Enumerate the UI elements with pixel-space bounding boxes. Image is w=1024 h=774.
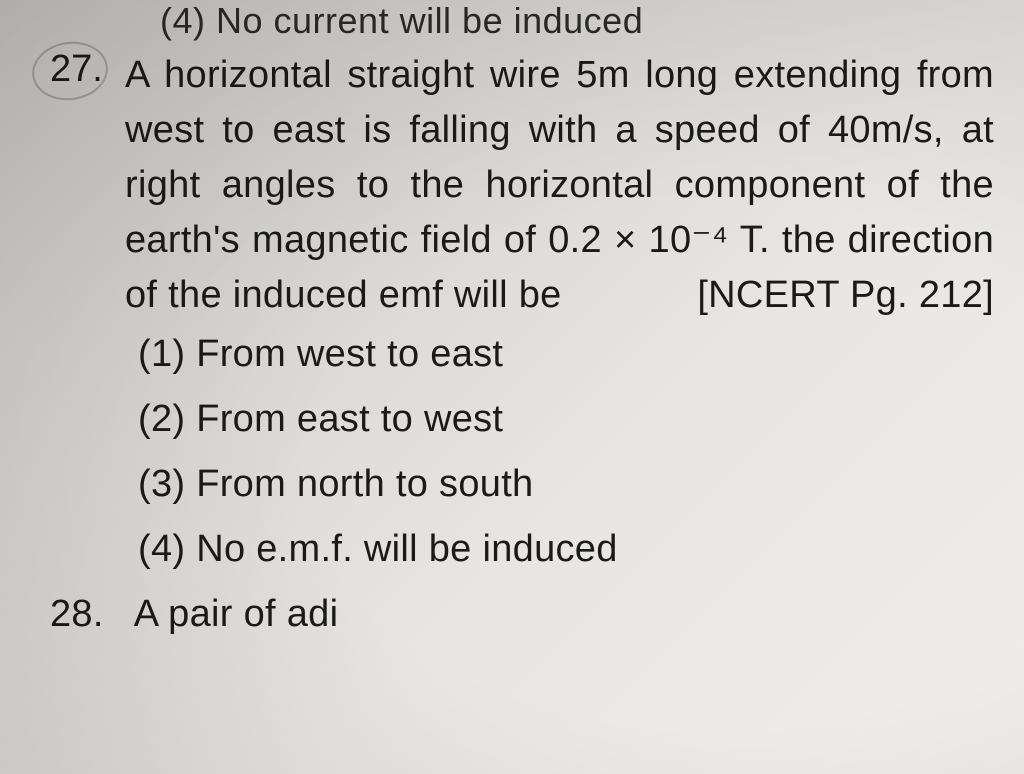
question-reference: [NCERT Pg. 212] bbox=[697, 268, 994, 323]
option-number: (2) bbox=[138, 398, 185, 440]
question-block: 27. A horizontal straight wire 5m long e… bbox=[50, 48, 994, 323]
options-list: (1) From west to east (2) From east to w… bbox=[50, 333, 994, 571]
page-container: (4) No current will be induced 27. A hor… bbox=[0, 0, 1024, 636]
option-2: (2) From east to west bbox=[138, 398, 994, 441]
partial-previous-option: (4) No current will be induced bbox=[50, 0, 994, 42]
question-text: A horizontal straight wire 5m long exten… bbox=[125, 48, 994, 323]
partial-next-question: 28. A pair of adi bbox=[50, 593, 994, 636]
option-text: From north to south bbox=[196, 463, 533, 505]
option-3: (3) From north to south bbox=[138, 463, 994, 506]
question-line: A horizontal straight wire 5m long exten… bbox=[125, 54, 901, 96]
option-text: From east to west bbox=[196, 398, 503, 440]
option-number: (1) bbox=[138, 333, 185, 375]
question-line: will be bbox=[454, 274, 562, 316]
option-4: (4) No e.m.f. will be induced bbox=[138, 528, 994, 571]
next-question-number: 28. bbox=[50, 593, 125, 636]
option-text: From west to east bbox=[196, 333, 503, 375]
question-number: 27. bbox=[50, 48, 125, 91]
option-1: (1) From west to east bbox=[138, 333, 994, 376]
option-number: (3) bbox=[138, 463, 185, 505]
option-text: No e.m.f. will be induced bbox=[196, 528, 617, 570]
next-question-text: A pair of adi bbox=[134, 593, 339, 635]
option-number: (4) bbox=[138, 528, 185, 570]
